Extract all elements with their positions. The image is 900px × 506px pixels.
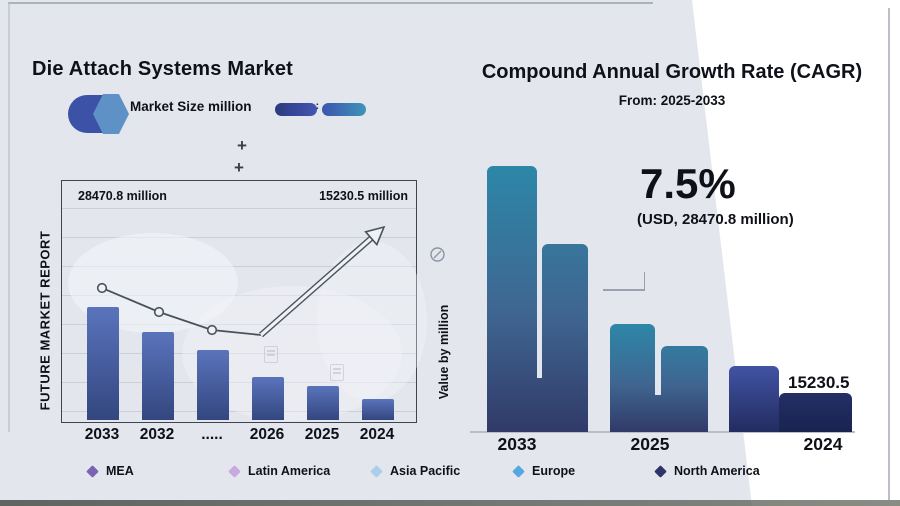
bar-column [661,346,708,432]
ratio-pill-left-icon [275,103,317,116]
legend-item-europe: Europe [512,464,576,478]
legend-label: North America [674,464,760,478]
left-edge-line [8,2,10,432]
legend-item-north-america: North America [654,464,760,478]
left-x-label: 2026 [249,426,285,443]
legend-label: Latin America [248,464,331,478]
plus-icon: + [237,136,247,155]
bar-merge-block [537,378,542,432]
grid-line [62,353,416,354]
left-x-label: 2033 [84,426,120,443]
slashed-circle-icon [430,247,445,262]
database-icon [68,94,130,134]
grid-line [62,237,416,238]
legend-diamond-icon [86,464,99,478]
bar-2032 [142,332,174,420]
grid-line [62,208,416,209]
decorative-bracket [603,289,645,291]
left-chart-title: Die Attach Systems Market [32,58,294,80]
faint-document-icon [264,346,278,363]
grid-line [62,411,416,412]
bar-group-2033 [487,166,617,432]
grid-line [62,324,416,325]
legend-label: Europe [532,464,576,478]
watermark-vertical-label: FUTURE MARKET REPORT [37,230,53,411]
left-x-label: 2032 [139,426,175,443]
left-x-label: 2024 [359,426,395,443]
decorative-bracket [643,272,645,290]
right-x-label: 2033 [497,434,537,454]
bar-column [542,244,588,432]
ratio-pill-right-icon [322,103,366,116]
bar-group-2024 [729,366,859,432]
bar-..... [197,350,229,420]
annotation-end-value: 15230.5 million [319,189,408,203]
grid-line [62,382,416,383]
value-by-million-label: Value by million [437,304,451,400]
legend-diamond-icon [370,464,383,478]
trend-line-and-arrow [96,225,386,338]
bar-group-2025 [610,324,740,432]
bar-2033 [87,307,119,420]
right-x-label: 2025 [630,434,670,454]
cagr-value: 7.5% [640,160,736,207]
legend-diamond-icon [654,464,667,478]
bar-column [487,166,537,432]
faint-document-icon [330,364,344,381]
cagr-usd-detail: (USD, 28470.8 million) [637,211,794,228]
top-edge-line [8,2,653,4]
right-chart-title: Compound Annual Growth Rate (CAGR) [481,61,863,83]
right-chart-subtitle: From: 2025-2033 [618,93,726,108]
left-x-label: 2025 [304,426,340,443]
ratio-separator: : [315,100,320,112]
bar-2025 [307,386,339,420]
left-chart-plot-area: 28470.8 million 15230.5 million [61,180,427,423]
bar-column [729,366,779,432]
market-size-legend-label: Market Size million [130,99,252,114]
bar-column [779,393,852,432]
legend-label: Asia Pacific [390,464,461,478]
right-x-label: 2024 [803,434,843,454]
grid-line [62,266,416,267]
legend-item-asia-pacific: Asia Pacific [370,464,461,478]
bottom-edge-band [0,500,900,506]
legend-label: MEA [106,464,134,478]
bar-2024 [362,399,394,420]
bar-2026 [252,377,284,420]
left-x-label: ..... [201,426,223,443]
value-label-2024: 15230.5 [788,373,850,392]
legend-item-mea: MEA [86,464,134,478]
bar-merge-block [655,395,661,432]
annotation-start-value: 28470.8 million [78,189,167,203]
legend-diamond-icon [512,464,525,478]
right-edge-line [888,8,890,500]
bar-column [610,324,655,432]
grid-line [62,295,416,296]
legend-item-latin-america: Latin America [228,464,331,478]
plus-icon: + [234,158,244,177]
legend-diamond-icon [228,464,241,478]
